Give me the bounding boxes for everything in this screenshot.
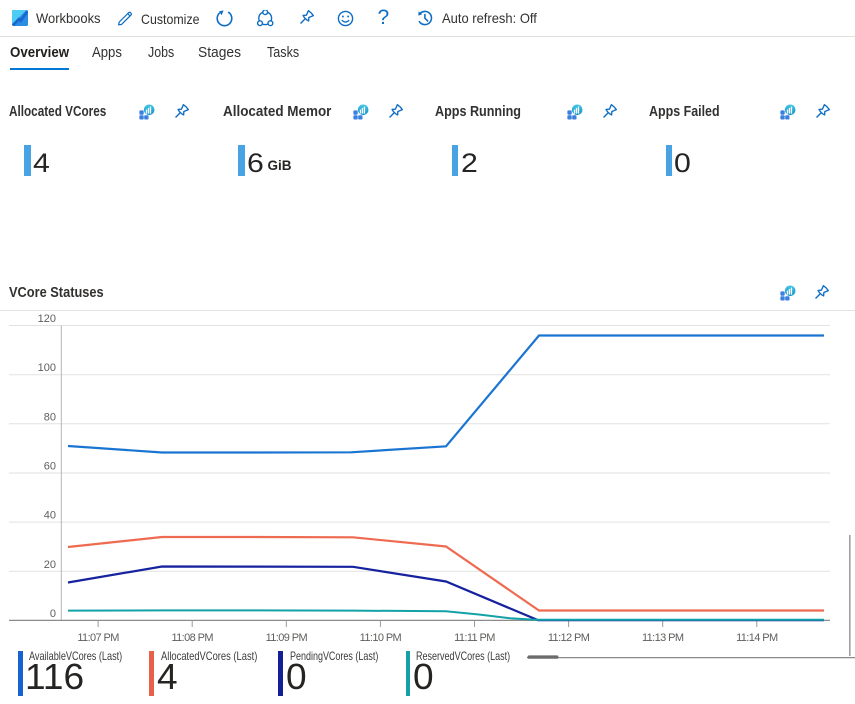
svg-text:11:07 PM: 11:07 PM bbox=[77, 632, 119, 644]
svg-text:11:10 PM: 11:10 PM bbox=[360, 632, 402, 644]
svg-text:40: 40 bbox=[44, 510, 56, 522]
svg-text:11:13 PM: 11:13 PM bbox=[642, 632, 684, 644]
svg-text:100: 100 bbox=[38, 362, 56, 374]
svg-text:11:08 PM: 11:08 PM bbox=[171, 632, 213, 644]
svg-text:0: 0 bbox=[50, 608, 56, 620]
svg-text:11:11 PM: 11:11 PM bbox=[454, 632, 495, 644]
svg-text:11:14 PM: 11:14 PM bbox=[736, 632, 778, 644]
svg-text:11:12 PM: 11:12 PM bbox=[548, 632, 590, 644]
svg-text:80: 80 bbox=[44, 411, 56, 423]
svg-text:11:09 PM: 11:09 PM bbox=[266, 632, 308, 644]
svg-text:120: 120 bbox=[38, 313, 56, 325]
svg-text:60: 60 bbox=[44, 461, 56, 473]
svg-text:20: 20 bbox=[44, 559, 56, 571]
